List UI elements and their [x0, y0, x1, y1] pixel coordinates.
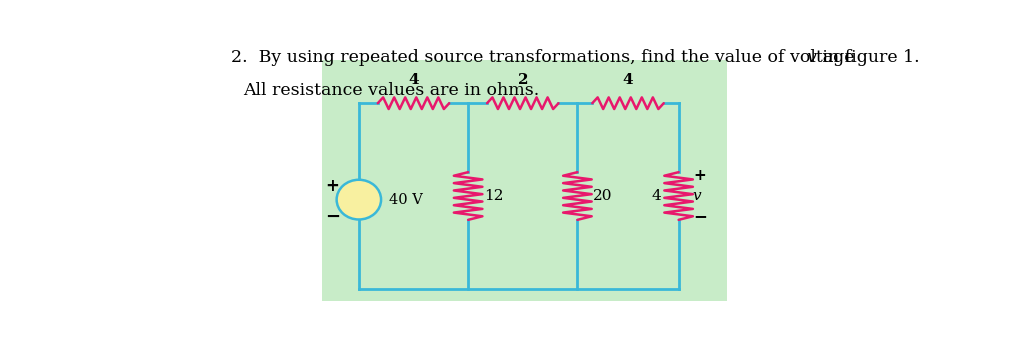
Text: 40 V: 40 V — [389, 193, 423, 207]
Text: 2.  By using repeated source transformations, find the value of voltage: 2. By using repeated source transformati… — [231, 49, 860, 66]
Text: in figure 1.: in figure 1. — [817, 49, 920, 66]
Text: 4: 4 — [623, 73, 633, 87]
Text: 4: 4 — [409, 73, 419, 87]
Text: v: v — [807, 49, 816, 66]
Ellipse shape — [337, 180, 381, 219]
Text: 20: 20 — [593, 189, 612, 203]
Text: +: + — [693, 168, 706, 183]
Text: +: + — [326, 177, 340, 195]
Text: All resistance values are in ohms.: All resistance values are in ohms. — [243, 82, 540, 99]
FancyBboxPatch shape — [323, 60, 727, 301]
Text: −: − — [325, 207, 340, 226]
Text: 2: 2 — [517, 73, 528, 87]
Text: v: v — [693, 189, 701, 203]
Text: 12: 12 — [484, 189, 504, 203]
Text: 4: 4 — [651, 189, 662, 203]
Text: −: − — [693, 207, 707, 225]
